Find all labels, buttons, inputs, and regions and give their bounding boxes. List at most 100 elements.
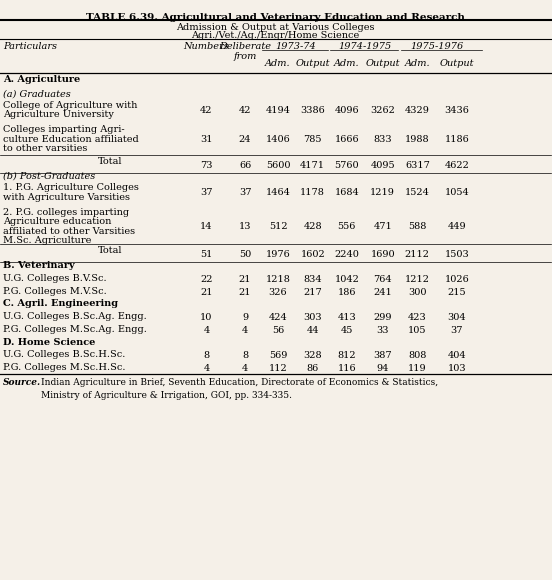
Text: 4194: 4194 [266,106,290,115]
Text: Agriculture University: Agriculture University [3,110,114,119]
Text: 14: 14 [200,222,213,231]
Text: 1973-74: 1973-74 [275,42,316,51]
Text: 22: 22 [200,275,213,284]
Text: 112: 112 [269,364,288,374]
Text: TABLE 6.39. Agricultural and Veterinary Education and Research: TABLE 6.39. Agricultural and Veterinary … [86,13,465,22]
Text: Total: Total [98,157,123,166]
Text: 21: 21 [200,288,213,297]
Text: U.G. Colleges B.V.Sc.: U.G. Colleges B.V.Sc. [3,274,107,283]
Text: 4096: 4096 [335,106,359,115]
Text: (b) Post-Graduates: (b) Post-Graduates [3,172,95,181]
Text: 10: 10 [200,313,213,322]
Text: 1684: 1684 [335,188,359,197]
Text: affiliated to other Varsities: affiliated to other Varsities [3,227,135,236]
Text: 4: 4 [242,326,248,335]
Text: 1054: 1054 [444,188,469,197]
Text: 4: 4 [242,364,248,374]
Text: 186: 186 [338,288,356,297]
Text: 105: 105 [408,326,427,335]
Text: 569: 569 [269,351,287,361]
Text: 13: 13 [239,222,251,231]
Text: Agri./Vet./Ag./Engr/Home Science: Agri./Vet./Ag./Engr/Home Science [191,31,359,40]
Text: 404: 404 [448,351,466,361]
Text: 56: 56 [272,326,284,335]
Text: 833: 833 [373,135,392,144]
Text: 1. P.G. Agriculture Colleges: 1. P.G. Agriculture Colleges [3,183,139,193]
Text: 1975-1976: 1975-1976 [411,42,464,51]
Text: 808: 808 [408,351,427,361]
Text: 8: 8 [203,351,210,361]
Text: 4329: 4329 [405,106,430,115]
Text: 1690: 1690 [370,250,395,259]
Text: 556: 556 [338,222,356,231]
Text: Ministry of Agriculture & Irrigation, GOI, pp. 334-335.: Ministry of Agriculture & Irrigation, GO… [41,391,293,400]
Text: 45: 45 [341,326,353,335]
Text: Admission & Output at Various Colleges: Admission & Output at Various Colleges [176,23,375,32]
Text: Output: Output [295,59,330,68]
Text: Adm.: Adm. [334,59,360,68]
Text: M.Sc. Agriculture: M.Sc. Agriculture [3,237,91,245]
Text: 241: 241 [373,288,392,297]
Text: Output: Output [365,59,400,68]
Text: (a) Graduates: (a) Graduates [3,89,71,99]
Text: 6317: 6317 [405,161,430,170]
Text: 304: 304 [448,313,466,322]
Text: D. Home Science: D. Home Science [3,338,95,347]
Text: 4095: 4095 [370,161,395,170]
Text: 1212: 1212 [405,275,430,284]
Text: 3262: 3262 [370,106,395,115]
Text: 119: 119 [408,364,427,374]
Text: U.G. Colleges B.Sc.H.Sc.: U.G. Colleges B.Sc.H.Sc. [3,350,125,360]
Text: 73: 73 [200,161,213,170]
Text: 1524: 1524 [405,188,430,197]
Text: Total: Total [98,246,123,255]
Text: 423: 423 [408,313,427,322]
Text: 2. P.G. colleges imparting: 2. P.G. colleges imparting [3,208,129,217]
Text: 4622: 4622 [444,161,469,170]
Text: from: from [233,52,257,61]
Text: 4171: 4171 [300,161,325,170]
Text: C. Agril. Engineering: C. Agril. Engineering [3,299,118,309]
Text: 37: 37 [451,326,463,335]
Text: 24: 24 [239,135,251,144]
Text: Particulars: Particulars [3,42,57,51]
Text: 21: 21 [239,288,251,297]
Text: 299: 299 [373,313,392,322]
Text: 3386: 3386 [300,106,325,115]
Text: Deliberate: Deliberate [219,42,271,51]
Text: P.G. Colleges M.V.Sc.: P.G. Colleges M.V.Sc. [3,287,107,296]
Text: 428: 428 [304,222,322,231]
Text: 5600: 5600 [266,161,290,170]
Text: 1666: 1666 [335,135,359,144]
Text: 449: 449 [448,222,466,231]
Text: 1503: 1503 [444,250,469,259]
Text: 44: 44 [306,326,319,335]
Text: 66: 66 [239,161,251,170]
Text: Adm.: Adm. [405,59,430,68]
Text: College of Agriculture with: College of Agriculture with [3,101,137,110]
Text: 4: 4 [203,326,210,335]
Text: Agriculture education: Agriculture education [3,218,111,226]
Text: 116: 116 [338,364,356,374]
Text: 37: 37 [239,188,251,197]
Text: 424: 424 [269,313,288,322]
Text: Adm.: Adm. [265,59,291,68]
Text: 1026: 1026 [444,275,469,284]
Text: 42: 42 [200,106,213,115]
Text: 5760: 5760 [335,161,359,170]
Text: 3436: 3436 [444,106,469,115]
Text: 471: 471 [373,222,392,231]
Text: 303: 303 [304,313,322,322]
Text: 51: 51 [200,250,213,259]
Text: 326: 326 [269,288,288,297]
Text: 588: 588 [408,222,427,231]
Text: 1186: 1186 [444,135,469,144]
Text: to other varsities: to other varsities [3,144,87,154]
Text: 1178: 1178 [300,188,325,197]
Text: Numbers: Numbers [184,42,229,51]
Text: 764: 764 [373,275,392,284]
Text: 1219: 1219 [370,188,395,197]
Text: 387: 387 [373,351,392,361]
Text: 9: 9 [242,313,248,322]
Text: 21: 21 [239,275,251,284]
